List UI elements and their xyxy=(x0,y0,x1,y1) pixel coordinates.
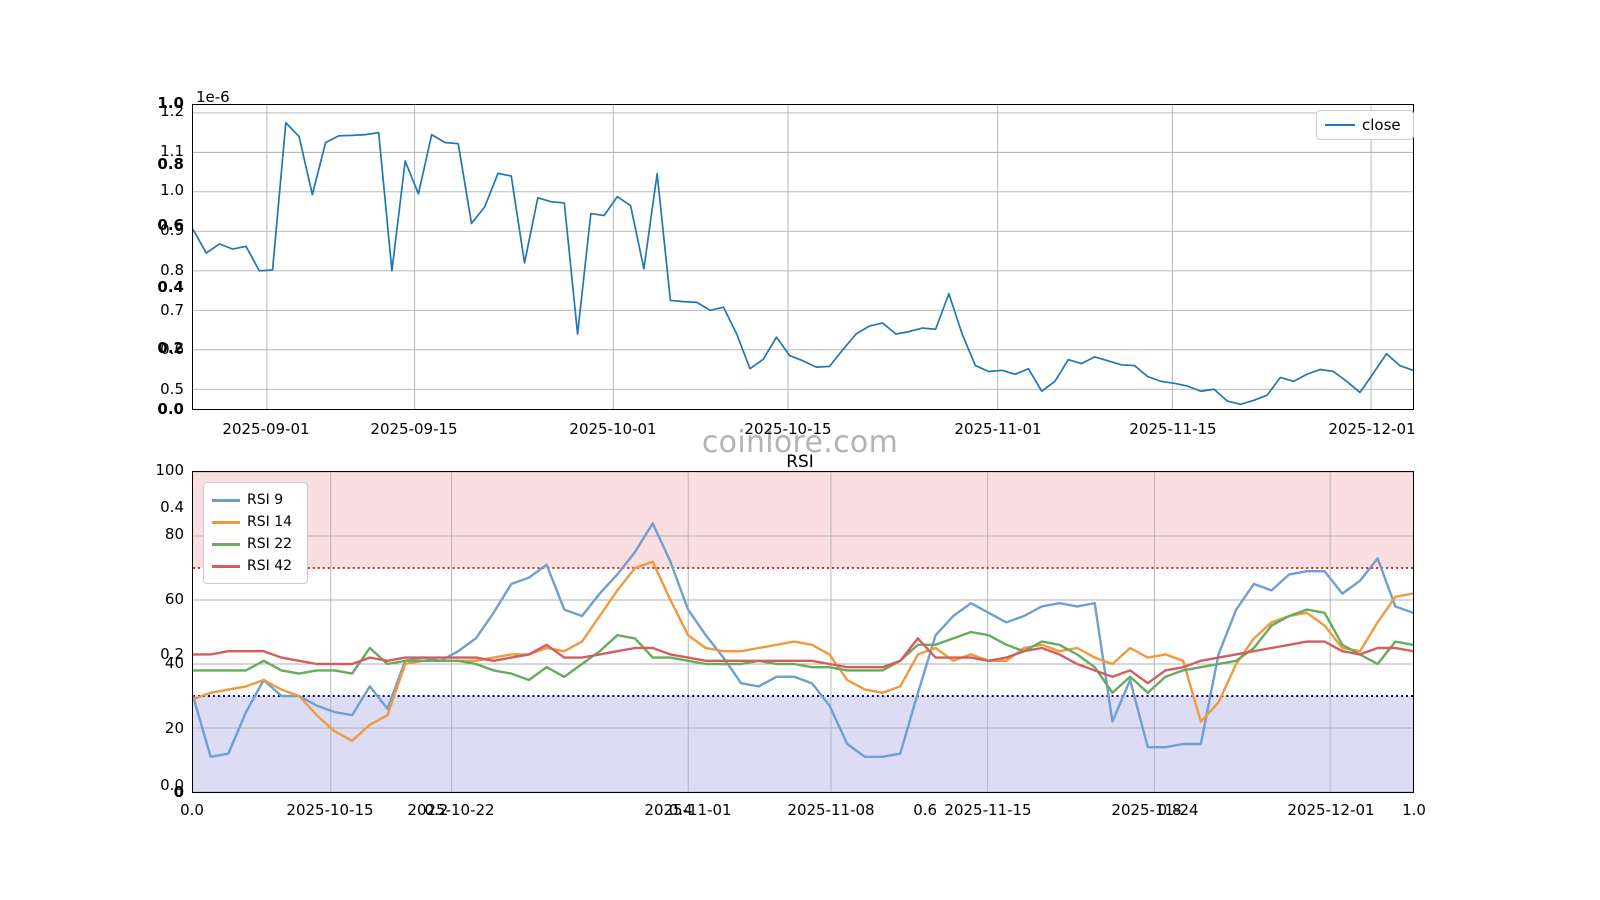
rsi-legend-label-rsi-14: RSI 14 xyxy=(247,514,293,530)
rsi-legend-entry: RSI 22 xyxy=(212,533,299,555)
price-legend-label-close: close xyxy=(1362,116,1401,134)
rsi-threshold-lines xyxy=(193,567,1413,697)
rsi-legend: RSI 9 RSI 14 RSI 22 RSI 42 xyxy=(203,482,308,584)
rsi-42-line-swatch xyxy=(212,564,240,568)
rsi-legend-label-rsi-22: RSI 22 xyxy=(247,536,293,552)
rsi-legend-label-rsi-9: RSI 9 xyxy=(247,492,284,508)
price-plot-svg xyxy=(193,105,1413,409)
rsi-legend-entry: RSI 9 xyxy=(212,489,299,511)
rsi-22-line-swatch xyxy=(212,542,240,546)
rsi-chart-title: RSI xyxy=(786,452,814,472)
rsi-legend-entry: RSI 14 xyxy=(212,511,299,533)
rsi-legend-entry: RSI 42 xyxy=(212,555,299,577)
rsi-14-line-swatch xyxy=(212,520,240,524)
rsi-chart-panel xyxy=(192,471,1414,793)
price-chart-panel xyxy=(192,104,1414,410)
rsi-threshold-bands xyxy=(193,472,1413,792)
rsi-9-line-swatch xyxy=(212,498,240,502)
rsi-legend-label-rsi-42: RSI 42 xyxy=(247,558,293,574)
price-y-offset-label: 1e-6 xyxy=(196,88,230,106)
price-legend: close xyxy=(1316,110,1414,140)
price-series-lines xyxy=(193,121,1413,406)
rsi-series-lines xyxy=(193,522,1413,758)
price-gridlines xyxy=(193,105,1413,409)
close-line-swatch xyxy=(1325,124,1355,126)
watermark: coinlore.com xyxy=(701,425,899,460)
rsi-plot-svg xyxy=(193,472,1413,792)
